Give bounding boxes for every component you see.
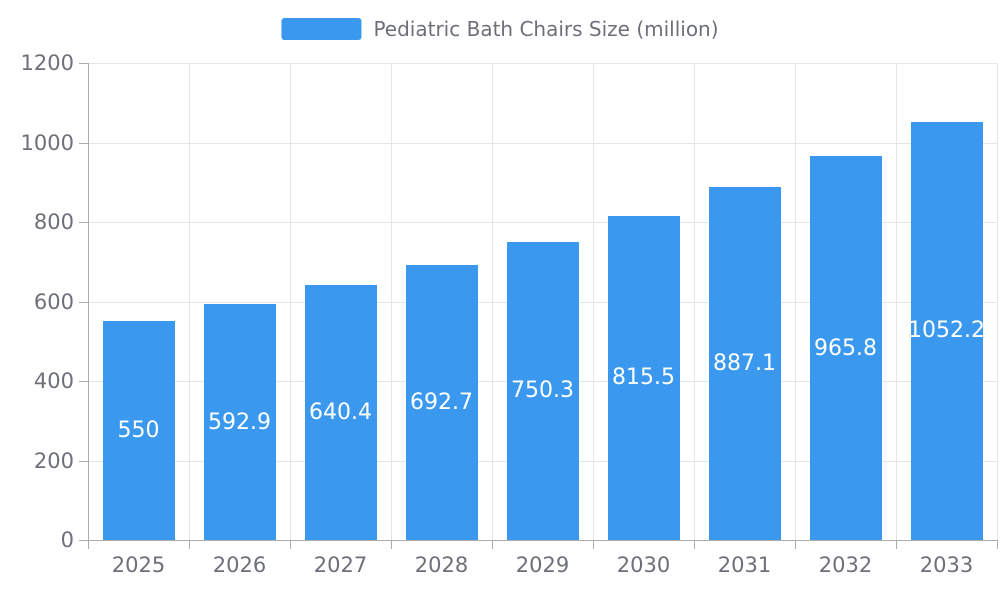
legend[interactable]: Pediatric Bath Chairs Size (million): [281, 17, 719, 41]
bar: 592.9: [203, 304, 276, 540]
legend-label: Pediatric Bath Chairs Size (million): [373, 17, 719, 41]
bar: 965.8: [809, 156, 882, 540]
x-gridline: [896, 63, 897, 540]
x-axis-tick: [593, 540, 594, 549]
bar-value-label: 640.4: [309, 400, 372, 426]
y-axis-tick: [79, 540, 88, 541]
x-tick-label: 2026: [212, 553, 267, 577]
x-axis-tick: [795, 540, 796, 549]
x-axis-tick: [391, 540, 392, 549]
bar-value-label: 887.1: [713, 351, 776, 377]
x-gridline: [290, 63, 291, 540]
x-tick-label: 2029: [515, 553, 570, 577]
x-tick-label: 2032: [818, 553, 873, 577]
bar-value-label: 692.7: [410, 389, 473, 415]
y-axis-line: [88, 63, 89, 540]
y-tick-label: 400: [33, 369, 74, 393]
x-gridline: [492, 63, 493, 540]
y-tick-label: 600: [33, 289, 74, 314]
bar-value-label: 550: [117, 418, 160, 444]
x-gridline: [694, 63, 695, 540]
bar: 887.1: [708, 187, 781, 540]
x-axis-tick: [290, 540, 291, 549]
legend-swatch: [281, 18, 362, 40]
bar: 640.4: [304, 285, 377, 540]
x-axis-tick: [694, 540, 695, 549]
x-tick-label: 2030: [616, 553, 671, 577]
x-gridline: [997, 63, 998, 540]
x-tick-label: 2031: [717, 553, 772, 577]
x-gridline: [391, 63, 392, 540]
y-tick-label: 200: [33, 448, 74, 473]
x-gridline: [593, 63, 594, 540]
x-tick-label: 2033: [919, 553, 974, 577]
x-gridline: [795, 63, 796, 540]
bar: 550: [102, 321, 175, 540]
y-gridline: [88, 63, 997, 64]
x-axis-tick: [896, 540, 897, 549]
y-axis-tick: [79, 381, 88, 382]
x-gridline: [189, 63, 190, 540]
bar-value-label: 965.8: [814, 335, 877, 361]
x-axis-tick: [492, 540, 493, 549]
x-axis-tick: [88, 540, 89, 549]
bar: 750.3: [506, 241, 579, 540]
y-tick-label: 0: [60, 528, 74, 552]
bar-value-label: 750.3: [511, 378, 574, 404]
y-axis-tick: [79, 460, 88, 462]
y-gridline: [88, 142, 997, 144]
y-axis-tick: [79, 63, 88, 64]
y-tick-label: 1000: [20, 130, 74, 155]
bar: 815.5: [607, 215, 680, 540]
y-gridline: [88, 222, 997, 223]
x-tick-label: 2027: [313, 553, 368, 577]
x-axis-tick: [189, 540, 190, 549]
x-axis-tick: [997, 540, 998, 549]
bar-value-label: 1052.2: [908, 318, 985, 344]
bar: 1052.2: [908, 121, 985, 540]
x-axis-line: [88, 540, 997, 541]
y-tick-label: 800: [33, 210, 74, 234]
y-axis-tick: [79, 301, 88, 303]
bar-value-label: 592.9: [208, 409, 271, 435]
y-axis-tick: [79, 142, 88, 144]
x-tick-label: 2028: [414, 553, 469, 577]
x-tick-label: 2025: [111, 553, 166, 577]
y-axis-tick: [79, 222, 88, 223]
bar: 692.7: [405, 264, 478, 540]
y-tick-label: 1200: [20, 51, 74, 75]
bar-value-label: 815.5: [612, 365, 675, 391]
